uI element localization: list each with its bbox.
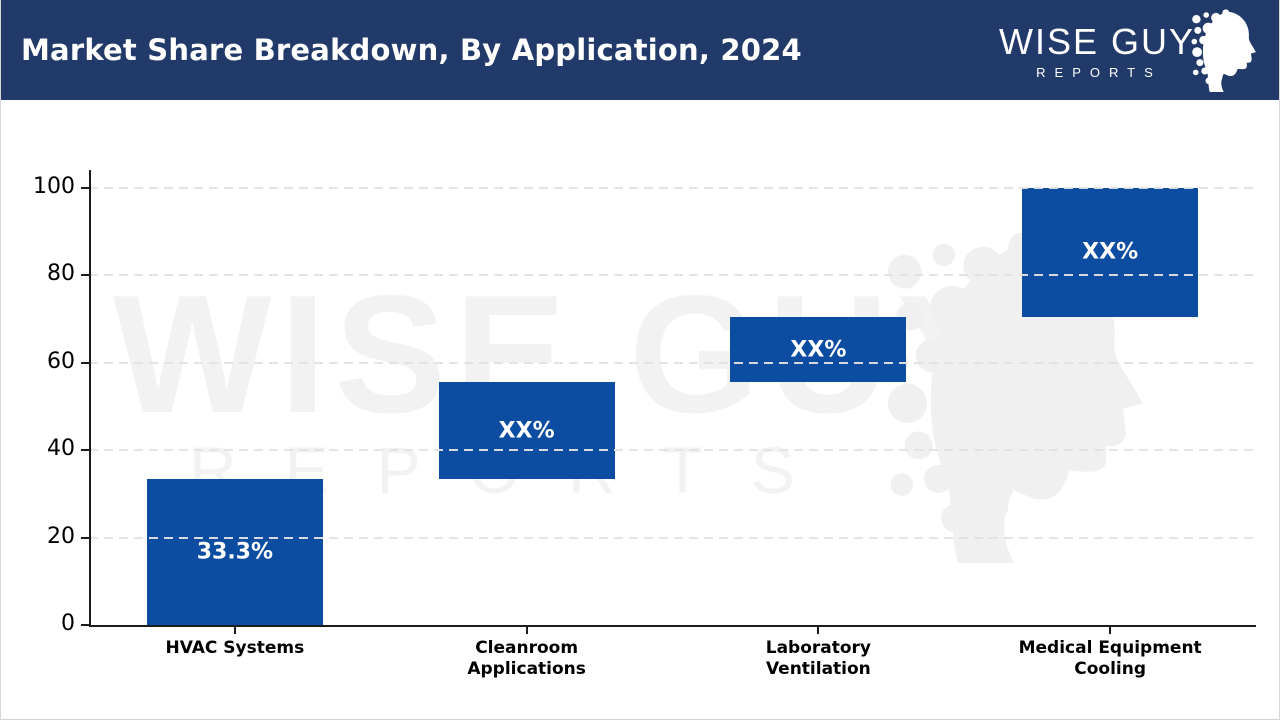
gridline-20 [89, 536, 1256, 539]
y-tick-label: 40 [47, 436, 75, 461]
x-tick [817, 625, 820, 634]
bar-value-label: XX% [1082, 239, 1139, 265]
x-tick [233, 625, 236, 634]
bar-value-label: 33.3% [196, 539, 274, 565]
y-tick-80 [81, 274, 89, 276]
x-category-label: Medical Equipment Cooling [1018, 638, 1202, 679]
x-category-label: Laboratory Ventilation [765, 638, 872, 679]
logo-subtitle: REPORTS [1036, 64, 1162, 80]
gridline-80 [89, 274, 1256, 276]
y-tick-label: 20 [47, 523, 75, 549]
logo-face-icon [1191, 9, 1256, 92]
y-tick-label: 0 [61, 611, 75, 636]
bar-segment [146, 479, 323, 625]
bar-segment [438, 382, 615, 480]
x-category-label: HVAC Systems [165, 638, 305, 658]
bar-segment [1022, 187, 1199, 317]
x-axis [89, 625, 1256, 627]
x-tick [1109, 625, 1112, 634]
x-tick [525, 625, 528, 634]
y-tick-label: 60 [47, 348, 75, 374]
x-category-label: Cleanroom Applications [467, 638, 586, 679]
y-tick-0 [81, 624, 89, 626]
page-title: Market Share Breakdown, By Application, … [21, 33, 802, 67]
bar-segment [730, 317, 907, 383]
gridline-60 [89, 361, 1256, 364]
y-tick-label: 100 [33, 173, 75, 199]
wise-guy-logo: WISE GUY REPORTS [999, 8, 1279, 92]
gridline-100 [89, 186, 1256, 189]
bar-value-label: XX% [498, 418, 555, 444]
logo-wordmark: WISE GUY [998, 20, 1195, 62]
y-tick-60 [81, 361, 89, 364]
header: Market Share Breakdown, By Application, … [1, 0, 1279, 100]
y-tick-40 [81, 449, 89, 451]
y-tick-100 [81, 186, 89, 189]
logo-text: WISE GUY REPORTS [999, 21, 1195, 80]
bar-value-label: XX% [790, 337, 847, 363]
y-axis [89, 170, 91, 627]
gridline-40 [89, 449, 1256, 451]
y-tick-label: 80 [47, 261, 75, 286]
y-tick-20 [81, 536, 89, 539]
